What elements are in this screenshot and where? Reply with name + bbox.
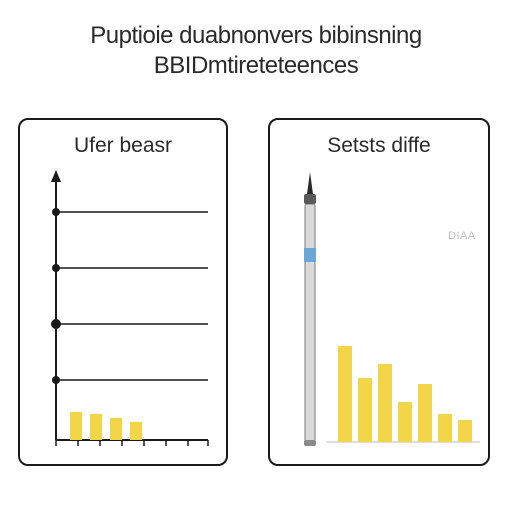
right-chart: [270, 120, 492, 468]
main-title: Puptioie duabnonvers bibinsning BBIDmtir…: [0, 0, 512, 80]
left-chart: [20, 120, 230, 468]
left-panel: Ufer beasr: [18, 118, 228, 466]
panels-container: Ufer beasr Setsts diffe DIAA: [0, 118, 512, 478]
title-line-2: BBIDmtireteteences: [0, 52, 512, 80]
right-panel: Setsts diffe DIAA: [268, 118, 490, 466]
title-line-1: Puptioie duabnonvers bibinsning: [0, 22, 512, 50]
